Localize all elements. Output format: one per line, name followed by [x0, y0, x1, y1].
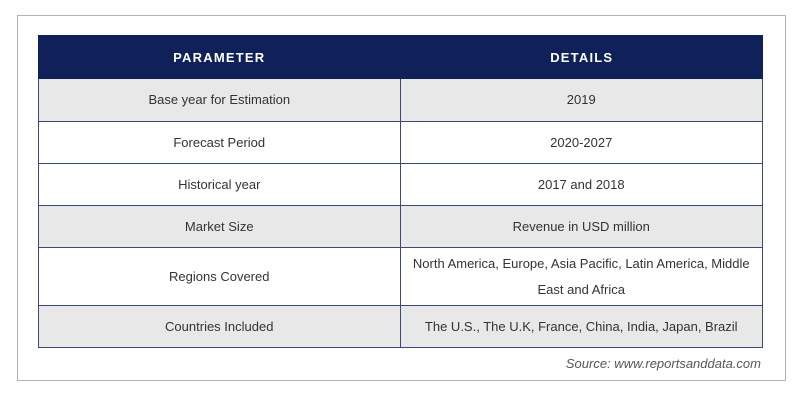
table-body: Base year for Estimation 2019 Forecast P… — [38, 79, 763, 348]
details-cell: North America, Europe, Asia Pacific, Lat… — [412, 255, 750, 297]
details-cell: 2020-2027 — [550, 134, 613, 150]
table-row-historical-year: Historical year 2017 and 2018 — [39, 163, 762, 205]
table-row-base-year: Base year for Estimation 2019 — [39, 79, 762, 121]
details-cell: The U.S., The U.K, France, China, India,… — [424, 318, 738, 334]
parameter-cell: Market Size — [39, 206, 401, 247]
table-row-regions-covered: Regions Covered North America, Europe, A… — [39, 247, 762, 305]
parameter-cell: Countries Included — [39, 306, 401, 347]
table-row-market-size: Market Size Revenue in USD million — [39, 205, 762, 247]
source-citation: Source: www.reportsanddata.com — [565, 356, 761, 371]
parameter-cell: Base year for Estimation — [39, 79, 401, 121]
table-row-forecast-period: Forecast Period 2020-2027 — [39, 121, 762, 163]
column-header-parameter: PARAMETER — [173, 49, 266, 65]
details-cell: Revenue in USD million — [512, 218, 650, 234]
page-frame: PARAMETER DETAILS Base year for Estimati… — [17, 15, 786, 381]
details-cell: 2019 — [566, 92, 596, 107]
report-scope-table: PARAMETER DETAILS Base year for Estimati… — [38, 35, 763, 348]
details-cell: 2017 and 2018 — [537, 176, 625, 192]
parameter-cell: Forecast Period — [39, 122, 401, 163]
table-row-countries-included: Countries Included The U.S., The U.K, Fr… — [39, 305, 762, 347]
column-header-details: DETAILS — [550, 49, 614, 65]
table-header-row: PARAMETER DETAILS — [38, 35, 763, 79]
parameter-cell: Regions Covered — [39, 248, 401, 305]
parameter-cell: Historical year — [39, 164, 401, 205]
